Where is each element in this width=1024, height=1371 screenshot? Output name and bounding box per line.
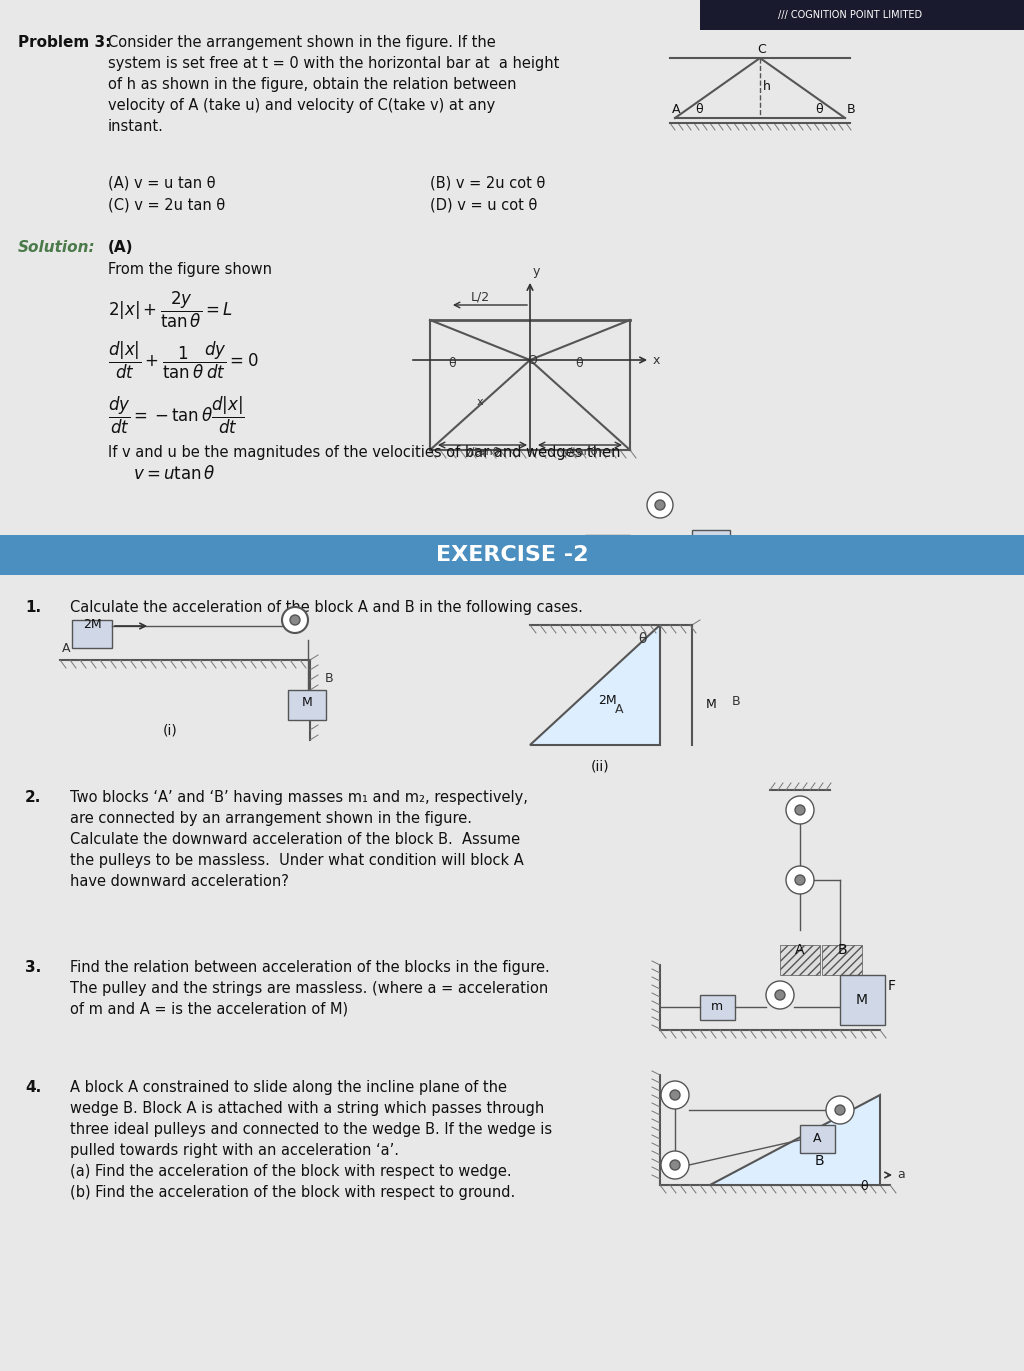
Text: EXERCISE -2: EXERCISE -2 (436, 546, 588, 565)
Polygon shape (530, 625, 660, 744)
Text: y/tanθ: y/tanθ (562, 447, 598, 457)
Circle shape (647, 492, 673, 518)
Text: A: A (62, 642, 71, 655)
Text: (ii): (ii) (591, 760, 609, 773)
Bar (288, 690, 326, 720)
Text: Two blocks ‘A’ and ‘B’ having masses m₁ and m₂, respectively,
are connected by a: Two blocks ‘A’ and ‘B’ having masses m₁ … (70, 790, 528, 888)
Text: If v and u be the magnitudes of the velocities of bar and wedges then: If v and u be the magnitudes of the velo… (108, 446, 621, 461)
Text: θ: θ (815, 103, 822, 117)
Circle shape (786, 797, 814, 824)
Text: 2M: 2M (598, 695, 616, 707)
Bar (840, 975, 885, 1026)
Bar (800, 1126, 835, 1153)
Text: A: A (615, 703, 624, 716)
Text: /// COGNITION POINT LIMITED: /// COGNITION POINT LIMITED (778, 10, 922, 21)
Circle shape (290, 616, 300, 625)
Text: B: B (732, 695, 740, 707)
Text: A: A (796, 943, 805, 957)
Bar (700, 0, 1024, 30)
Text: Find the relation between acceleration of the blocks in the figure.
The pulley a: Find the relation between acceleration o… (70, 960, 550, 1017)
Text: θ: θ (695, 103, 702, 117)
Text: (D) v = u cot θ: (D) v = u cot θ (430, 197, 538, 213)
Circle shape (662, 1080, 689, 1109)
Text: y/tanθ: y/tanθ (464, 447, 500, 457)
Text: 3.: 3. (25, 960, 41, 975)
Circle shape (835, 1105, 845, 1115)
Bar (0, 535, 1024, 574)
Text: y: y (534, 265, 541, 278)
Text: 1.: 1. (25, 600, 41, 616)
Text: θ: θ (638, 632, 646, 646)
Text: Problem 3:: Problem 3: (18, 36, 112, 49)
Polygon shape (710, 1095, 880, 1185)
Text: m: m (711, 1001, 723, 1013)
Text: θ: θ (575, 356, 583, 370)
Text: Consider the arrangement shown in the figure. If the
system is set free at t = 0: Consider the arrangement shown in the fi… (108, 36, 559, 134)
Text: (C) v = 2u tan θ: (C) v = 2u tan θ (108, 197, 225, 213)
Text: M: M (302, 696, 312, 710)
Text: x: x (477, 398, 483, 407)
Circle shape (692, 542, 718, 568)
Text: A block A constrained to slide along the incline plane of the
wedge B. Block A i: A block A constrained to slide along the… (70, 1080, 552, 1200)
Circle shape (826, 1095, 854, 1124)
Circle shape (700, 550, 710, 559)
Text: $2|x|+\dfrac{2y}{\tan\theta}=L$: $2|x|+\dfrac{2y}{\tan\theta}=L$ (108, 291, 232, 330)
Text: (A): (A) (108, 240, 133, 255)
Text: M: M (706, 698, 717, 712)
Text: $\dfrac{dy}{dt}=-\tan\theta\dfrac{d|x|}{dt}$: $\dfrac{dy}{dt}=-\tan\theta\dfrac{d|x|}{… (108, 395, 245, 436)
Text: 2M: 2M (83, 618, 101, 632)
Text: L/2: L/2 (470, 291, 489, 303)
Circle shape (282, 607, 308, 633)
Text: B: B (325, 672, 334, 686)
Circle shape (786, 866, 814, 894)
Text: F: F (888, 979, 896, 993)
Text: (A) v = u tan θ: (A) v = u tan θ (108, 175, 215, 191)
Text: (i): (i) (163, 724, 177, 738)
Text: From the figure shown: From the figure shown (108, 262, 272, 277)
Text: a: a (897, 1168, 905, 1182)
Circle shape (662, 1152, 689, 1179)
Circle shape (655, 500, 665, 510)
Circle shape (775, 990, 785, 999)
Circle shape (670, 1160, 680, 1169)
Bar (585, 535, 630, 563)
Text: (B) v = 2u cot θ: (B) v = 2u cot θ (430, 175, 545, 191)
Text: B: B (815, 1154, 824, 1168)
Text: 2.: 2. (25, 790, 41, 805)
Circle shape (670, 1090, 680, 1100)
Text: x: x (653, 354, 660, 366)
Text: O: O (527, 354, 537, 366)
Text: Calculate the acceleration of the block A and B in the following cases.: Calculate the acceleration of the block … (70, 600, 583, 616)
Text: M: M (856, 993, 868, 1008)
Bar (780, 945, 820, 975)
Text: θ: θ (860, 1180, 867, 1193)
Circle shape (795, 805, 805, 814)
Bar (822, 945, 862, 975)
Bar (692, 531, 730, 559)
Text: A: A (672, 103, 681, 117)
Circle shape (766, 982, 794, 1009)
Text: θ: θ (449, 356, 456, 370)
Text: B: B (847, 103, 856, 117)
Bar (72, 620, 112, 648)
Text: C: C (757, 43, 766, 56)
Text: h: h (763, 80, 771, 93)
Text: 4.: 4. (25, 1080, 41, 1095)
Text: A: A (813, 1132, 821, 1146)
Text: B: B (838, 943, 847, 957)
Text: $v=u\tan\theta$: $v=u\tan\theta$ (133, 465, 216, 483)
Text: $\dfrac{d|x|}{dt}+\dfrac{1}{\tan\theta}\dfrac{dy}{dt}=0$: $\dfrac{d|x|}{dt}+\dfrac{1}{\tan\theta}\… (108, 340, 259, 381)
Circle shape (795, 875, 805, 886)
Text: Solution:: Solution: (18, 240, 95, 255)
Bar (700, 995, 735, 1020)
